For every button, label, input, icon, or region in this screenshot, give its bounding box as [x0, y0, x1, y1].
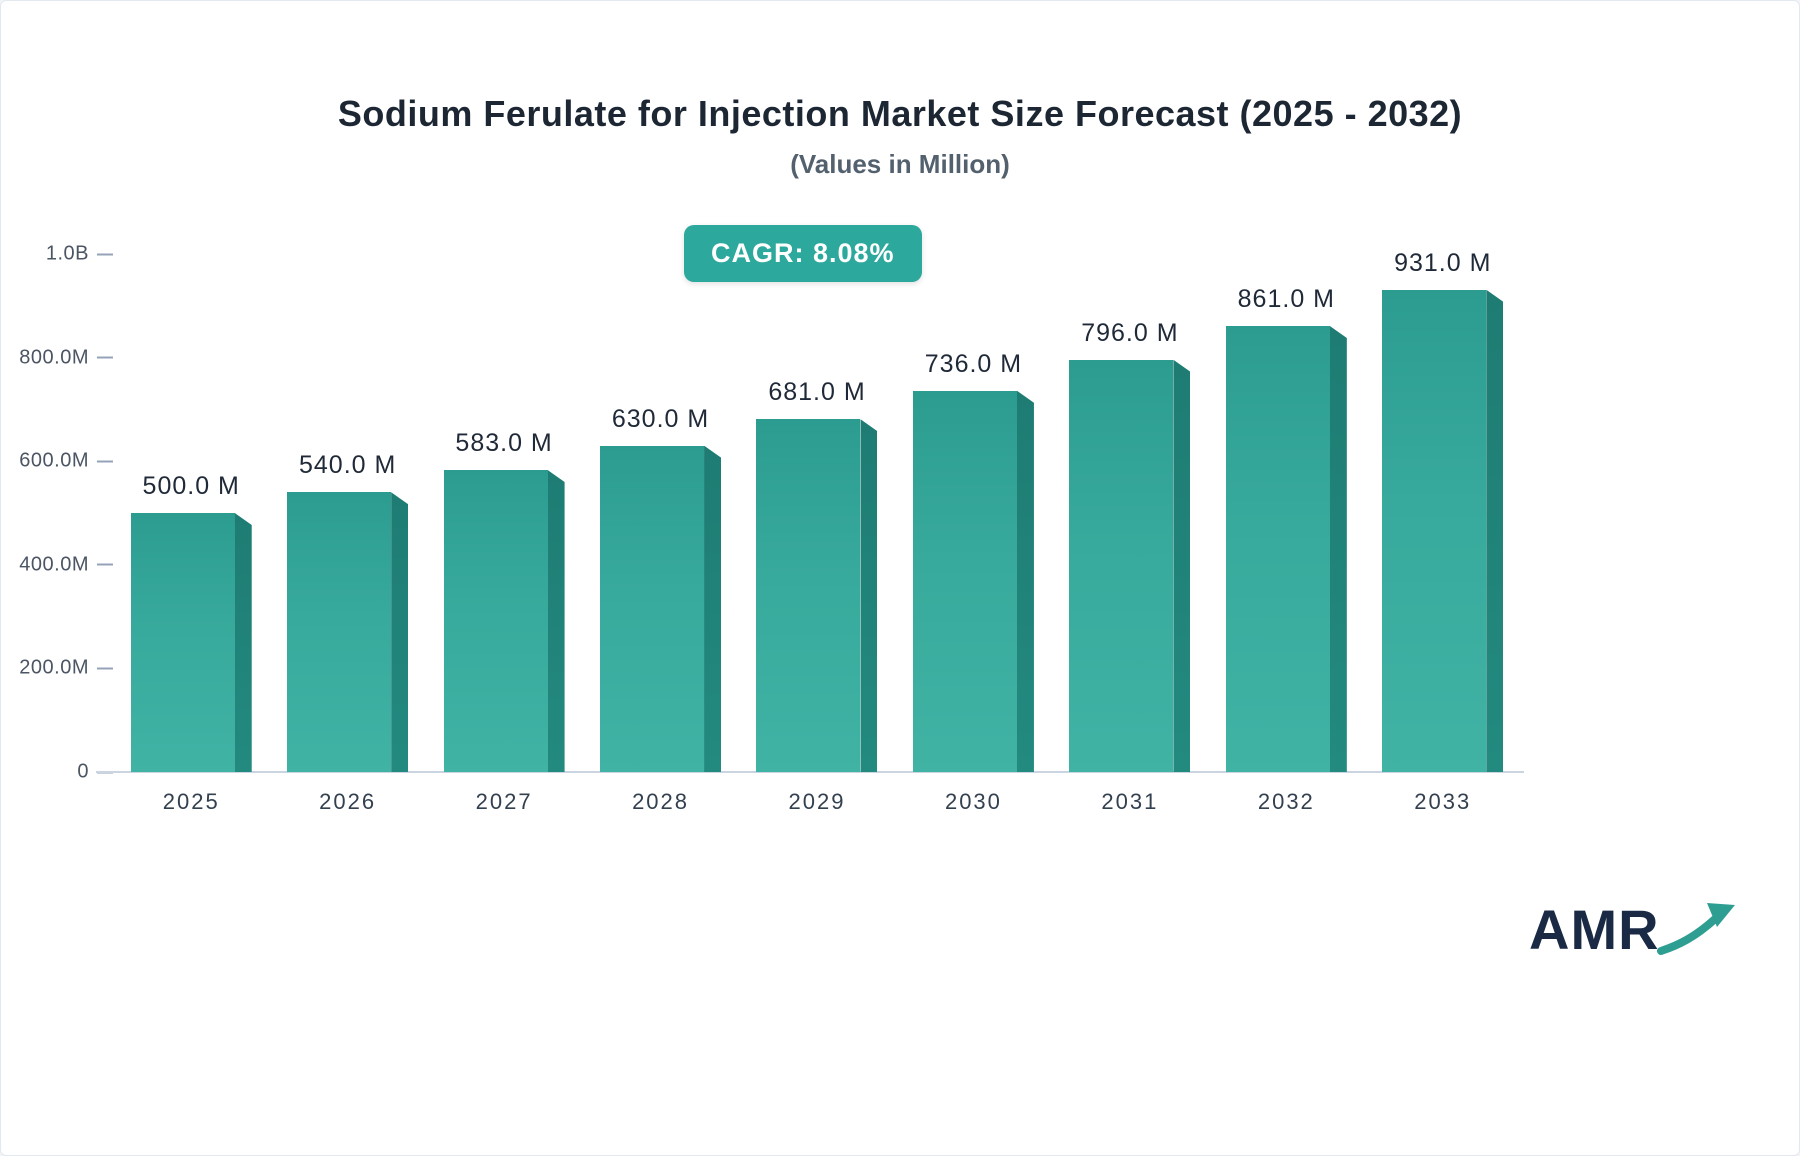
bar-side	[1486, 289, 1504, 772]
bar-value-label: 540.0 M	[298, 451, 397, 480]
bar-value-label: 931.0 M	[1394, 248, 1492, 277]
bar-side	[547, 470, 565, 772]
bar-2029: 681.0 M	[739, 254, 895, 772]
bar-side	[1173, 359, 1191, 772]
bar-face	[912, 390, 1017, 772]
bar-value-label: 796.0 M	[1081, 318, 1179, 347]
bar-value-label: 736.0 M	[924, 349, 1023, 378]
y-tick-label: 200.0M	[19, 656, 89, 679]
bar-2026: 540.0 M	[269, 254, 425, 772]
x-axis-label: 2030	[944, 789, 1002, 814]
y-tick-label: 0	[77, 760, 89, 783]
y-tick: 400.0M	[9, 553, 113, 576]
y-tick-mark	[97, 460, 113, 463]
bar-face	[600, 445, 705, 772]
amr-logo: AMR	[1529, 897, 1735, 962]
y-tick-label: 600.0M	[19, 449, 89, 472]
x-axis-label: 2033	[1414, 789, 1472, 814]
cagr-badge: CAGR: 8.08%	[684, 225, 922, 282]
logo-text: AMR	[1529, 898, 1660, 961]
y-tick: 1.0B	[9, 243, 113, 266]
bar-side	[234, 513, 252, 772]
bar-2025: 500.0 M	[113, 254, 269, 772]
bar-2027: 583.0 M	[426, 254, 582, 772]
y-tick-mark	[97, 563, 113, 566]
x-axis-label: 2027	[475, 789, 533, 814]
y-tick-label: 800.0M	[19, 346, 89, 369]
bar-value-label: 861.0 M	[1237, 285, 1335, 314]
bar-side	[704, 445, 722, 772]
y-tick: 800.0M	[9, 346, 113, 369]
x-axis-label: 2025	[162, 789, 220, 814]
bar-side	[860, 419, 878, 772]
y-tick: 200.0M	[9, 657, 113, 680]
bar-face	[1382, 289, 1487, 772]
bar-2031: 796.0 M	[1052, 254, 1208, 772]
bar-face	[1225, 326, 1330, 772]
y-tick-mark	[97, 253, 113, 255]
bar-2028: 630.0 M	[582, 254, 738, 772]
bar-2030: 736.0 M	[895, 254, 1051, 772]
y-tick-mark	[97, 356, 113, 359]
x-axis-label: 2032	[1257, 789, 1315, 814]
trend-up-arrow-icon	[1657, 903, 1735, 955]
chart-subtitle: (Values in Million)	[790, 149, 1010, 179]
bar-2033: 931.0 M	[1365, 249, 1521, 772]
y-tick: 600.0M	[9, 450, 113, 473]
x-axis-label: 2026	[319, 789, 377, 814]
bar-side	[391, 492, 409, 772]
bar-face	[1069, 359, 1174, 772]
bar-value-label: 583.0 M	[455, 429, 553, 458]
bar-2032: 861.0 M	[1208, 254, 1364, 772]
y-tick-label: 400.0M	[19, 553, 89, 576]
bar-value-label: 500.0 M	[142, 472, 240, 500]
bar-value-label: 681.0 M	[768, 378, 866, 407]
bar-face	[130, 513, 235, 772]
y-tick-mark	[97, 667, 113, 670]
plot-area: 500.0 M 540.0 M 583.0 M 630.0 M 681.0 M 736.0…	[113, 249, 1521, 772]
bar-side	[1329, 326, 1347, 772]
x-axis-baseline	[96, 771, 1524, 773]
chart-title: Sodium Ferulate for Injection Market Siz…	[337, 93, 1463, 134]
bar-face	[443, 470, 548, 772]
bar-side	[1016, 390, 1034, 772]
bar-face	[756, 419, 861, 772]
x-axis-label: 2028	[632, 789, 690, 814]
bar-value-label: 630.0 M	[611, 404, 710, 433]
y-tick-label: 1.0B	[45, 242, 89, 265]
x-axis-labels: 2025 2026 2027 2028 2029 2030 2031 2032 2033	[113, 789, 1521, 821]
x-axis-label: 2031	[1101, 789, 1159, 814]
bar-face	[287, 492, 392, 772]
y-axis: 0 200.0M 400.0M 600.0M 800.0M 1.0B	[9, 243, 113, 783]
x-axis-label: 2029	[788, 789, 846, 814]
